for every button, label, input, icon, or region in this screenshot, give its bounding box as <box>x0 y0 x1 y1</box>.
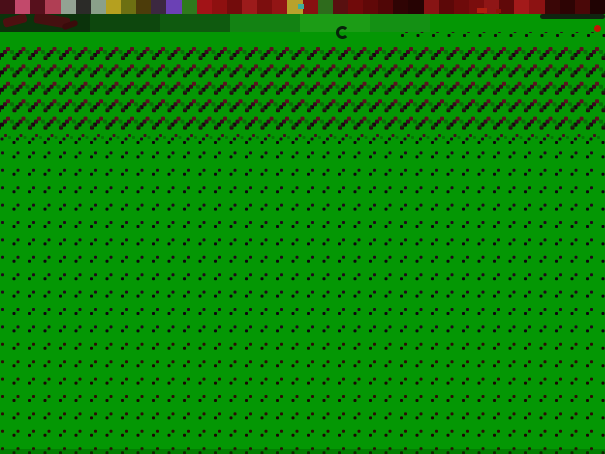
noise-block <box>136 0 152 14</box>
band-segment <box>160 14 230 32</box>
noise-block <box>559 0 575 14</box>
green-field <box>0 14 605 454</box>
band-blob <box>540 14 605 19</box>
band-segment <box>90 14 160 32</box>
strip-teal-speck <box>298 4 304 9</box>
noise-block <box>408 0 424 14</box>
noise-block <box>529 0 545 14</box>
noise-block <box>423 0 439 14</box>
noise-block <box>75 0 91 14</box>
noise-block <box>438 0 454 14</box>
noise-block <box>287 0 303 14</box>
strip-red-speck-b <box>496 9 501 13</box>
strip-red-speck-a <box>477 8 487 13</box>
right-edge-red-dot <box>594 25 601 32</box>
band-segment <box>370 14 430 32</box>
noise-block <box>90 0 106 14</box>
band-segment <box>300 14 370 32</box>
noise-block <box>484 0 500 14</box>
noise-block <box>499 0 515 14</box>
c-ring-mark <box>336 26 349 39</box>
noise-block <box>242 0 258 14</box>
noise-block <box>181 0 197 14</box>
noise-block <box>226 0 242 14</box>
noise-block <box>60 0 76 14</box>
noise-block <box>211 0 227 14</box>
noise-block <box>453 0 469 14</box>
noise-block <box>151 0 167 14</box>
noise-block <box>393 0 409 14</box>
noise-block <box>514 0 530 14</box>
noise-block <box>589 0 605 14</box>
band-segment <box>230 14 300 32</box>
noise-block <box>166 0 182 14</box>
glitch-noise-strip <box>0 0 605 14</box>
bottom-edge-tint <box>0 449 605 454</box>
noise-block <box>378 0 394 14</box>
noise-block <box>105 0 121 14</box>
noise-block <box>15 0 31 14</box>
noise-block <box>302 0 318 14</box>
noise-block <box>272 0 288 14</box>
noise-block <box>45 0 61 14</box>
noise-block <box>196 0 212 14</box>
noise-block <box>544 0 560 14</box>
noise-block <box>317 0 333 14</box>
noise-block <box>332 0 348 14</box>
noise-block <box>121 0 137 14</box>
noise-block <box>347 0 363 14</box>
noise-block <box>363 0 379 14</box>
noise-block <box>30 0 46 14</box>
transition-band <box>0 11 605 32</box>
noise-block <box>257 0 273 14</box>
noise-block <box>574 0 590 14</box>
noise-block <box>0 0 16 14</box>
